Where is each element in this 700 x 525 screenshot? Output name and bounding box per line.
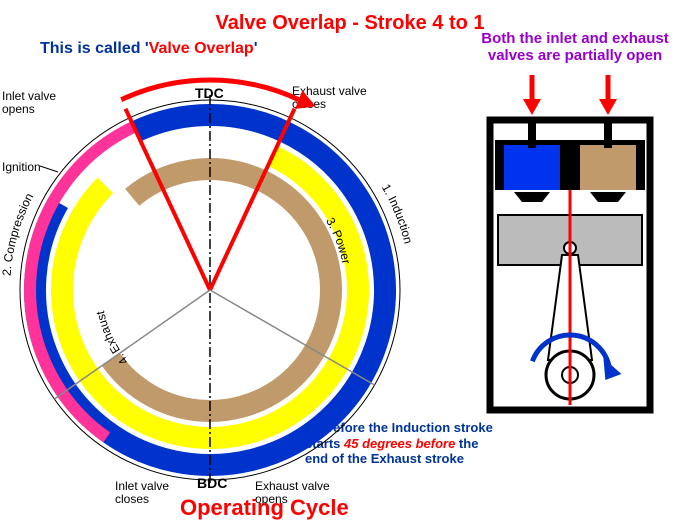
diagram-svg: 2. Compression1. Induction3. Power4. Exh…	[0, 0, 700, 525]
